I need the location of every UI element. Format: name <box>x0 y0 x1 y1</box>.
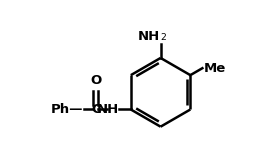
Text: $_2$: $_2$ <box>160 30 167 43</box>
Text: C: C <box>91 103 101 116</box>
Text: Ph—: Ph— <box>50 103 83 116</box>
Text: O: O <box>90 74 101 87</box>
Text: NH: NH <box>96 103 119 116</box>
Text: NH: NH <box>137 30 160 43</box>
Text: Me: Me <box>204 62 226 75</box>
